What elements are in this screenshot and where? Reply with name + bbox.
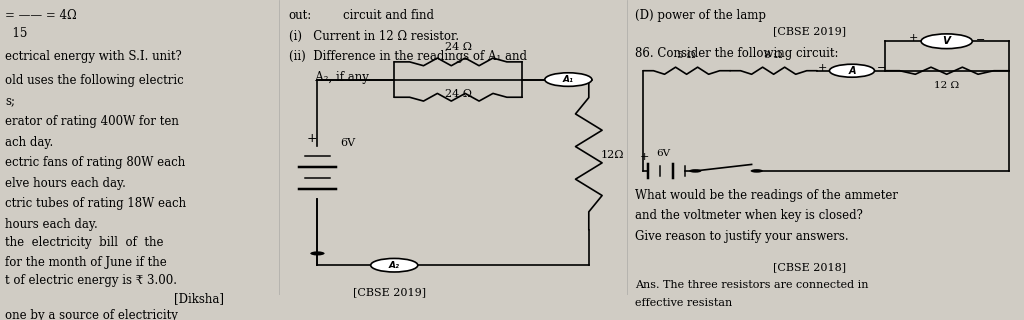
- Text: ach day.: ach day.: [5, 136, 53, 148]
- Text: the  electricity  bill  of  the: the electricity bill of the: [5, 236, 164, 249]
- Text: 24 Ω: 24 Ω: [444, 89, 472, 99]
- Text: What would be the readings of the ammeter: What would be the readings of the ammete…: [635, 188, 898, 202]
- Text: ectric fans of rating 80W each: ectric fans of rating 80W each: [5, 156, 185, 169]
- Text: elve hours each day.: elve hours each day.: [5, 177, 126, 190]
- Text: and the voltmeter when key is closed?: and the voltmeter when key is closed?: [635, 209, 863, 222]
- Text: A₁: A₁: [563, 75, 573, 84]
- Text: hours each day.: hours each day.: [5, 218, 98, 231]
- Text: 24 Ω: 24 Ω: [444, 42, 472, 52]
- Text: 8 Ω: 8 Ω: [764, 52, 783, 60]
- Text: +: +: [307, 132, 317, 145]
- Text: out:: out:: [289, 9, 312, 22]
- Text: Ans. The three resistors are connected in: Ans. The three resistors are connected i…: [635, 280, 868, 290]
- Text: 86. Consider the following circuit:: 86. Consider the following circuit:: [635, 47, 839, 60]
- Text: 5 Ω: 5 Ω: [677, 52, 696, 60]
- Text: 6V: 6V: [656, 149, 671, 158]
- Text: [Diksha]: [Diksha]: [174, 292, 224, 305]
- Text: 15: 15: [5, 27, 28, 40]
- Text: (ii)  Difference in the readings of A₁ and: (ii) Difference in the readings of A₁ an…: [289, 50, 526, 63]
- Text: ectrical energy with S.I. unit?: ectrical energy with S.I. unit?: [5, 50, 182, 63]
- Text: s;: s;: [5, 94, 15, 107]
- Text: 12 Ω: 12 Ω: [934, 81, 959, 90]
- Text: (i)   Current in 12 Ω resistor.: (i) Current in 12 Ω resistor.: [289, 29, 459, 43]
- Circle shape: [371, 259, 418, 272]
- Text: V: V: [943, 36, 950, 46]
- Text: +: +: [818, 63, 827, 73]
- Text: 12Ω: 12Ω: [601, 150, 625, 160]
- Text: A₂, if any.: A₂, if any.: [289, 71, 371, 84]
- Text: [CBSE 2019]: [CBSE 2019]: [773, 27, 846, 36]
- Text: 6V: 6V: [340, 138, 355, 148]
- Text: circuit and find: circuit and find: [343, 9, 434, 22]
- Text: +: +: [908, 33, 918, 43]
- Text: +: +: [639, 152, 649, 162]
- Text: [CBSE 2018]: [CBSE 2018]: [773, 262, 846, 272]
- Text: −: −: [975, 35, 985, 45]
- Text: for the month of June if the: for the month of June if the: [5, 256, 167, 269]
- Text: one by a source of electricity: one by a source of electricity: [5, 309, 178, 320]
- Text: −: −: [877, 63, 886, 73]
- Text: erator of rating 400W for ten: erator of rating 400W for ten: [5, 115, 179, 128]
- Text: = —— = 4Ω: = —— = 4Ω: [5, 9, 77, 22]
- Text: (D) power of the lamp: (D) power of the lamp: [635, 9, 766, 22]
- Circle shape: [921, 34, 973, 49]
- Text: effective resistan: effective resistan: [635, 298, 732, 308]
- Text: A: A: [848, 66, 856, 76]
- Text: old uses the following electric: old uses the following electric: [5, 74, 184, 87]
- Circle shape: [689, 169, 701, 173]
- Circle shape: [310, 252, 325, 255]
- Circle shape: [751, 169, 763, 173]
- Text: Give reason to justify your answers.: Give reason to justify your answers.: [635, 230, 849, 243]
- Text: t of electric energy is ₹ 3.00.: t of electric energy is ₹ 3.00.: [5, 274, 177, 287]
- Circle shape: [829, 64, 874, 77]
- Text: A₂: A₂: [389, 261, 399, 270]
- Text: [CBSE 2019]: [CBSE 2019]: [353, 287, 426, 297]
- Circle shape: [545, 73, 592, 86]
- Text: ctric tubes of rating 18W each: ctric tubes of rating 18W each: [5, 197, 186, 211]
